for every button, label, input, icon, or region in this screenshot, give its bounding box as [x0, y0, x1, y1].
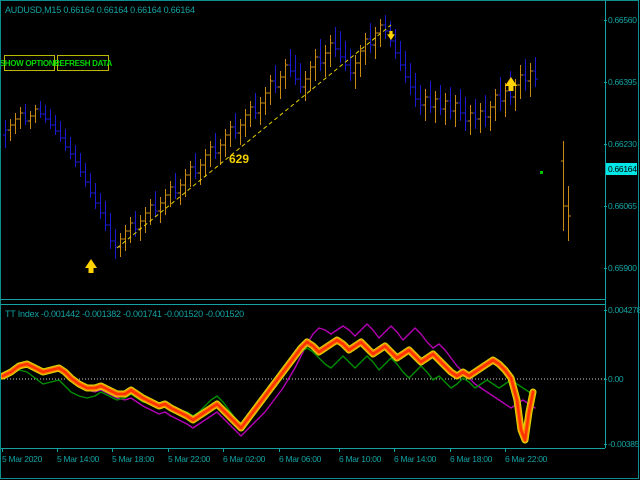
- price-tick: 0.66560: [604, 15, 637, 25]
- current-price-tag: 0.66164: [606, 163, 637, 175]
- price-tick-label: 0.66164: [608, 164, 637, 174]
- price-tick-label: 0.66560: [608, 15, 637, 25]
- panel-separator-top: [1, 299, 605, 300]
- indicator-label: TT Index -0.001442 -0.001382 -0.001741 -…: [5, 309, 244, 319]
- time-tick-label: 6 Mar 14:00: [394, 449, 437, 464]
- indicator-tick-label: -0.003851: [608, 439, 640, 449]
- price-tick-label: 0.65900: [608, 263, 637, 273]
- time-tick-label: 6 Mar 06:00: [279, 449, 322, 464]
- price-scale[interactable]: 0.66560 0.66395 0.66230 0.66164 0.66065 0.659…: [603, 1, 640, 449]
- time-axis-line: [1, 448, 605, 449]
- time-tick-label: 6 Mar 18:00: [450, 449, 493, 464]
- indicator-panel[interactable]: [1, 306, 605, 448]
- price-tick-label: 0.66395: [608, 77, 637, 87]
- scale-divider: [605, 1, 606, 448]
- indicator-scale-tick: 0.00: [603, 374, 624, 384]
- price-tick: 0.66395: [604, 77, 637, 87]
- time-tick-label: 6 Mar 10:00: [339, 449, 382, 464]
- time-tick-label: 6 Mar 02:00: [223, 449, 266, 464]
- time-tick-label: 5 Mar 18:00: [112, 449, 155, 464]
- indicator-tick-label: 0.004278: [608, 305, 640, 315]
- indicator-tick-label: 0.00: [608, 374, 624, 384]
- price-chart-canvas: 629: [3, 15, 571, 273]
- price-tick-label: 0.66230: [608, 139, 637, 149]
- price-tick: 0.65900: [604, 263, 637, 273]
- indicator-scale-tick: 0.004278: [603, 305, 640, 315]
- time-axis[interactable]: 5 Mar 2020 5 Mar 14:00 5 Mar 18:00 5 Mar 22…: [0, 449, 606, 471]
- price-tick: 0.66230: [604, 139, 637, 149]
- time-tick-label: 5 Mar 2020: [2, 449, 42, 464]
- panel-separator-bottom: [1, 304, 605, 305]
- price-chart-panel[interactable]: 629: [1, 1, 605, 298]
- indicator-canvas: [1, 323, 605, 444]
- time-tick-label: 6 Mar 22:00: [505, 449, 548, 464]
- time-tick-label: 5 Mar 14:00: [57, 449, 100, 464]
- refresh-data-button[interactable]: REFRESH DATA: [54, 55, 112, 71]
- trendline-label: 629: [229, 152, 249, 166]
- symbol-ohlc-label: AUDUSD,M15 0.66164 0.66164 0.66164 0.661…: [5, 5, 195, 15]
- indicator-scale-tick: -0.003851: [604, 439, 640, 449]
- price-tick: 0.66065: [604, 201, 637, 211]
- price-tick-label: 0.66065: [608, 201, 637, 211]
- time-tick-label: 5 Mar 22:00: [168, 449, 211, 464]
- show-options-button[interactable]: SHOW OPTIONS: [0, 55, 60, 71]
